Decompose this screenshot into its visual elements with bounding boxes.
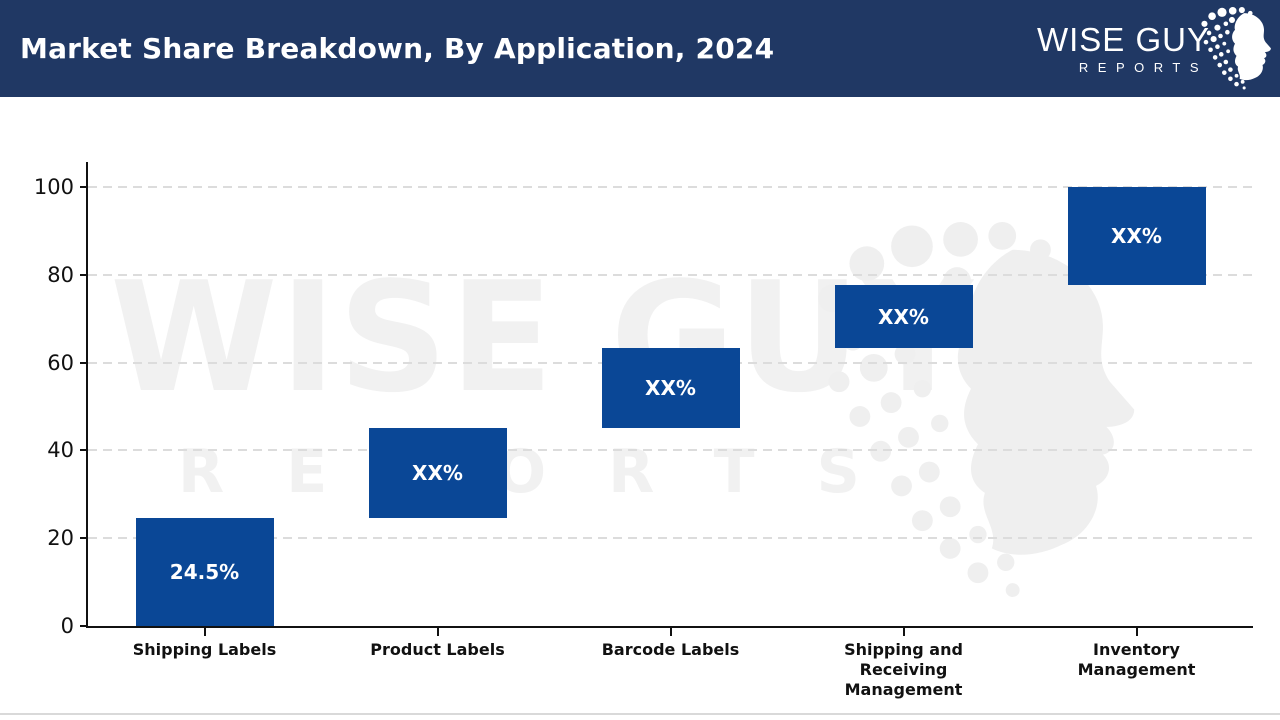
chart-title: Market Share Breakdown, By Application, … (20, 32, 775, 65)
x-tick-label: Shipping Labels (132, 640, 277, 659)
x-tick-mark (902, 628, 905, 636)
y-tick-mark (80, 361, 88, 364)
wise-guy-logo: WISE GUY REPORTS (1037, 6, 1274, 92)
y-tick-mark (80, 537, 88, 540)
watermark-secondary-text: REPORTS (178, 437, 922, 507)
footer-divider-line (0, 713, 1280, 715)
bar-value-label: 24.5% (169, 560, 240, 585)
y-tick-label: 0 (60, 614, 74, 638)
y-tick-mark (80, 273, 88, 276)
bar-4: XX% (834, 285, 973, 349)
bar-2: XX% (368, 428, 507, 519)
logo-text: WISE GUY REPORTS (1037, 23, 1210, 75)
y-tick-mark (80, 449, 88, 452)
y-tick-label: 60 (47, 350, 74, 375)
logo-primary-text: WISE GUY (1036, 21, 1210, 58)
y-tick-label: 20 (47, 526, 74, 551)
y-tick-mark (80, 625, 88, 627)
bar-value-label: XX% (412, 461, 463, 486)
y-tick-label: 100 (33, 174, 74, 199)
x-tick-mark (203, 628, 206, 636)
x-tick-label: Inventory Management (1077, 640, 1196, 679)
bar-5: XX% (1067, 186, 1206, 286)
x-tick-label: Barcode Labels (601, 640, 740, 659)
x-tick-mark (669, 628, 672, 636)
bar-value-label: XX% (878, 304, 929, 329)
x-tick-label: Shipping and Receiving Management (844, 640, 963, 699)
bar-3: XX% (601, 348, 740, 429)
header-bar: Market Share Breakdown, By Application, … (0, 0, 1280, 97)
gridline-80 (88, 273, 1253, 276)
x-tick-mark (436, 628, 439, 636)
bar-value-label: XX% (645, 376, 696, 401)
x-tick-mark (1135, 628, 1138, 636)
gridline-40 (88, 449, 1253, 452)
logo-secondary-text: REPORTS (1078, 60, 1208, 75)
gridline-100 (88, 185, 1253, 188)
x-axis-line (86, 626, 1253, 628)
y-tick-label: 40 (47, 438, 74, 463)
y-axis-line (86, 162, 88, 628)
gridline-20 (88, 537, 1253, 540)
bar-1: 24.5% (135, 518, 274, 626)
bar-value-label: XX% (1111, 224, 1162, 249)
x-tick-label: Product Labels (370, 640, 505, 659)
y-tick-label: 80 (47, 262, 74, 287)
y-tick-mark (80, 185, 88, 188)
